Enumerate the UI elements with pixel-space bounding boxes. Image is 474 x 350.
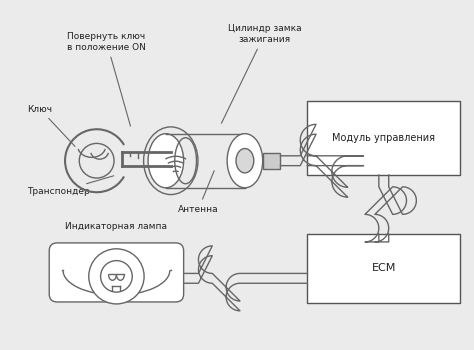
Bar bbox=[263, 153, 281, 169]
Ellipse shape bbox=[227, 134, 263, 188]
Text: Индикаторная лампа: Индикаторная лампа bbox=[65, 222, 167, 231]
Ellipse shape bbox=[236, 148, 254, 173]
Text: Модуль управления: Модуль управления bbox=[332, 133, 435, 143]
Circle shape bbox=[100, 261, 132, 292]
Bar bbox=[307, 101, 460, 175]
Text: Повернуть ключ
в положение ON: Повернуть ключ в положение ON bbox=[67, 32, 146, 126]
Text: Транспондер: Транспондер bbox=[27, 176, 114, 196]
Text: Антенна: Антенна bbox=[178, 171, 219, 213]
FancyBboxPatch shape bbox=[49, 243, 183, 302]
Text: Ключ: Ключ bbox=[27, 105, 75, 146]
Circle shape bbox=[89, 249, 144, 304]
Ellipse shape bbox=[148, 134, 183, 188]
Bar bbox=[307, 234, 460, 303]
Text: Цилиндр замка
зажигания: Цилиндр замка зажигания bbox=[221, 25, 301, 123]
Text: ECM: ECM bbox=[372, 264, 396, 273]
